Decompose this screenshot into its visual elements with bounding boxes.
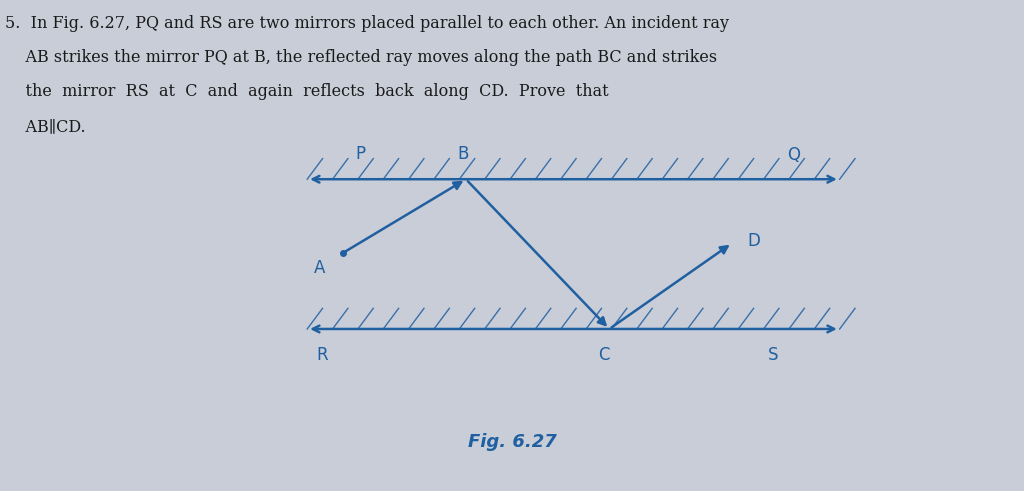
Text: S: S (768, 346, 778, 364)
Text: D: D (748, 232, 761, 249)
Text: the  mirror  RS  at  C  and  again  reflects  back  along  CD.  Prove  that: the mirror RS at C and again reflects ba… (5, 83, 608, 101)
Text: Q: Q (787, 146, 800, 164)
Text: P: P (355, 145, 366, 163)
Text: 5.  In Fig. 6.27, PQ and RS are two mirrors placed parallel to each other. An in: 5. In Fig. 6.27, PQ and RS are two mirro… (5, 15, 729, 32)
Text: AB∥CD.: AB∥CD. (5, 118, 86, 135)
Text: C: C (598, 346, 610, 364)
Text: R: R (316, 346, 329, 364)
Text: A: A (314, 259, 326, 276)
Text: Fig. 6.27: Fig. 6.27 (468, 433, 556, 451)
Text: B: B (457, 145, 469, 163)
Text: AB strikes the mirror PQ at B, the reflected ray moves along the path BC and str: AB strikes the mirror PQ at B, the refle… (5, 49, 717, 66)
